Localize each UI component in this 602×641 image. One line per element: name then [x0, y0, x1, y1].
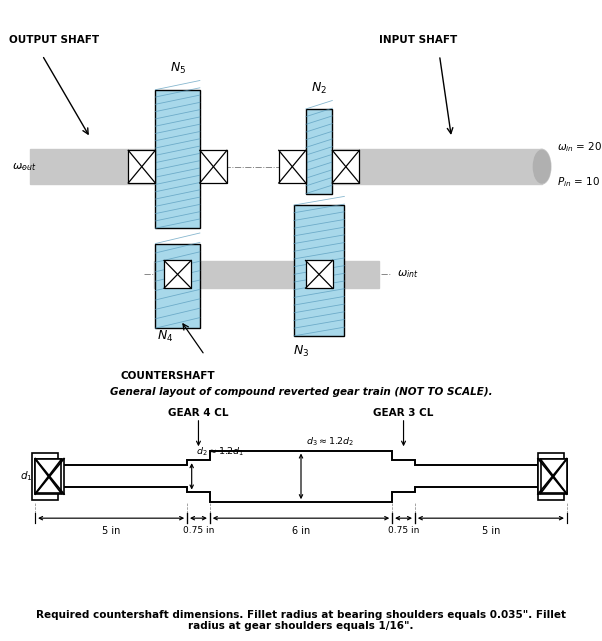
Text: GEAR 4 CL: GEAR 4 CL [168, 408, 229, 418]
Text: GEAR 3 CL: GEAR 3 CL [373, 408, 433, 418]
Bar [334, 149, 542, 184]
Text: $\omega_{out}$: $\omega_{out}$ [12, 161, 36, 172]
Bar [541, 460, 566, 494]
Text: 0.75 in: 0.75 in [388, 526, 419, 535]
Bar [279, 151, 306, 183]
Text: 6 in: 6 in [292, 526, 310, 537]
Text: 5 in: 5 in [102, 526, 120, 537]
Text: General layout of compound reverted gear train (NOT TO SCALE).: General layout of compound reverted gear… [110, 387, 492, 397]
Ellipse shape [533, 149, 551, 184]
Bar [155, 244, 200, 328]
Text: Required countershaft dimensions. Fillet radius at bearing shoulders equals 0.03: Required countershaft dimensions. Fillet… [36, 610, 566, 631]
Bar [33, 453, 58, 500]
Bar [538, 458, 567, 494]
Bar [30, 149, 154, 184]
Text: 0.75 in: 0.75 in [183, 526, 214, 535]
Bar [128, 151, 155, 183]
Bar [36, 460, 61, 494]
Text: $\omega_{int}$: $\omega_{int}$ [397, 269, 419, 280]
Text: OUTPUT SHAFT: OUTPUT SHAFT [9, 35, 99, 45]
Bar [306, 260, 333, 288]
Ellipse shape [533, 151, 550, 183]
Bar [155, 90, 200, 228]
Bar [306, 109, 332, 194]
Bar [538, 453, 564, 500]
Text: INPUT SHAFT: INPUT SHAFT [379, 35, 458, 45]
Bar [294, 205, 344, 336]
Text: 5 in: 5 in [482, 526, 500, 537]
Bar [200, 151, 227, 183]
Text: $d_2 \approx 1.2d_1$: $d_2 \approx 1.2d_1$ [196, 445, 244, 458]
Text: $\omega_{in}$ = 2000 rpm: $\omega_{in}$ = 2000 rpm [557, 140, 602, 154]
Bar [332, 151, 359, 183]
Text: $d_3 \approx 1.2d_2$: $d_3 \approx 1.2d_2$ [306, 436, 354, 448]
Text: $N_2$: $N_2$ [311, 80, 327, 96]
Text: $N_4$: $N_4$ [157, 328, 173, 344]
Polygon shape [35, 451, 567, 502]
Text: $N_3$: $N_3$ [293, 344, 309, 359]
Bar [35, 458, 64, 494]
Text: COUNTERSHAFT: COUNTERSHAFT [120, 371, 215, 381]
Text: $P_{in}$ = 10 hp: $P_{in}$ = 10 hp [557, 175, 602, 189]
Text: $d_1$: $d_1$ [20, 469, 33, 483]
Bar [164, 260, 191, 288]
Text: $N_5$: $N_5$ [170, 61, 185, 76]
Bar [154, 261, 379, 288]
